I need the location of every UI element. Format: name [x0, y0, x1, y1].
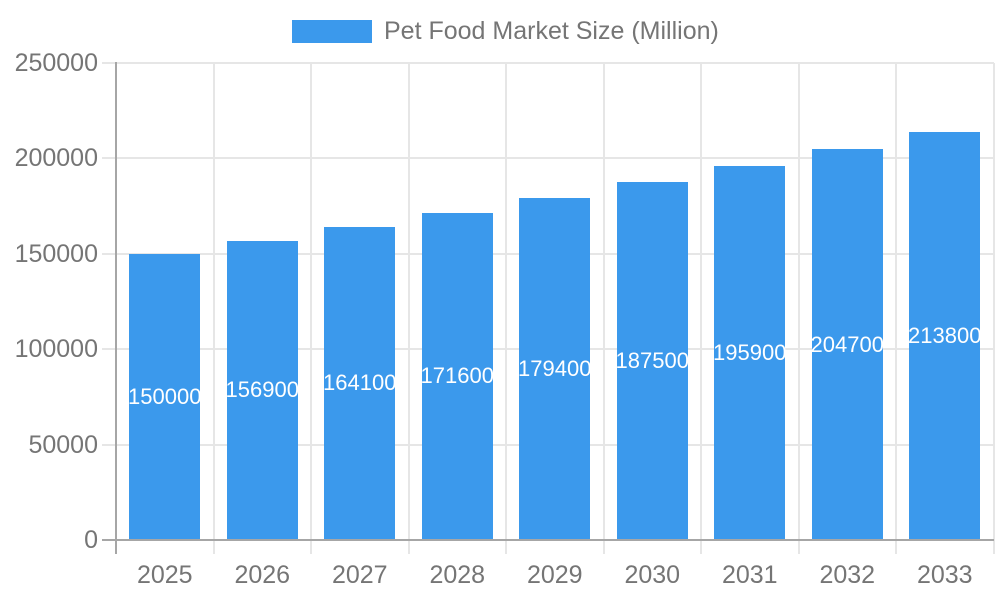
bar [226, 240, 298, 540]
x-tick-label: 2030 [624, 561, 681, 589]
legend-label: Pet Food Market Size (Million) [384, 17, 719, 45]
bar-value-label: 187500 [615, 348, 689, 374]
x-tick-label: 2032 [819, 561, 876, 589]
x-tick-label: 2028 [429, 561, 486, 589]
bar [519, 197, 591, 540]
bar [909, 132, 981, 540]
y-axis-line [115, 62, 117, 554]
bar-value-label: 164100 [323, 370, 397, 396]
y-tick-label: 100000 [14, 335, 98, 364]
x-gridline [212, 63, 215, 554]
bar [616, 182, 688, 540]
bar [421, 212, 493, 540]
bar-value-label: 179400 [518, 355, 592, 381]
x-tick-label: 2027 [331, 561, 388, 589]
x-tick-label: 2033 [916, 561, 973, 589]
y-tick-label: 150000 [14, 239, 98, 268]
y-gridline [102, 62, 994, 64]
x-tick-label: 2029 [526, 561, 583, 589]
x-gridline [700, 63, 702, 554]
bar [811, 149, 883, 540]
y-tick-label: 0 [84, 526, 98, 554]
x-tick-label: 2031 [721, 561, 778, 589]
bar [714, 166, 786, 540]
legend-swatch [292, 19, 372, 43]
x-gridline [797, 63, 800, 554]
x-gridline [310, 63, 312, 554]
y-tick-label: 50000 [28, 430, 98, 459]
bar-value-label: 150000 [128, 383, 202, 409]
chart-legend: Pet Food Market Size (Million) [292, 17, 719, 45]
x-tick-label: 2026 [234, 561, 291, 589]
y-tick-label: 250000 [14, 49, 98, 77]
bar-value-label: 213800 [908, 323, 982, 349]
x-tick-label: 2025 [136, 561, 193, 589]
x-gridline [602, 63, 605, 554]
bar-value-label: 171600 [420, 363, 494, 389]
y-tick-label: 200000 [14, 144, 98, 173]
x-axis-line [102, 539, 994, 541]
bar [129, 253, 201, 540]
y-gridline [102, 157, 994, 160]
bar-value-label: 156900 [225, 377, 299, 403]
x-gridline [895, 63, 897, 554]
bar [324, 226, 396, 540]
x-gridline [407, 63, 410, 554]
x-gridline [992, 63, 995, 554]
bar-value-label: 204700 [810, 331, 884, 357]
x-gridline [505, 63, 507, 554]
bar-value-label: 195900 [713, 340, 787, 366]
